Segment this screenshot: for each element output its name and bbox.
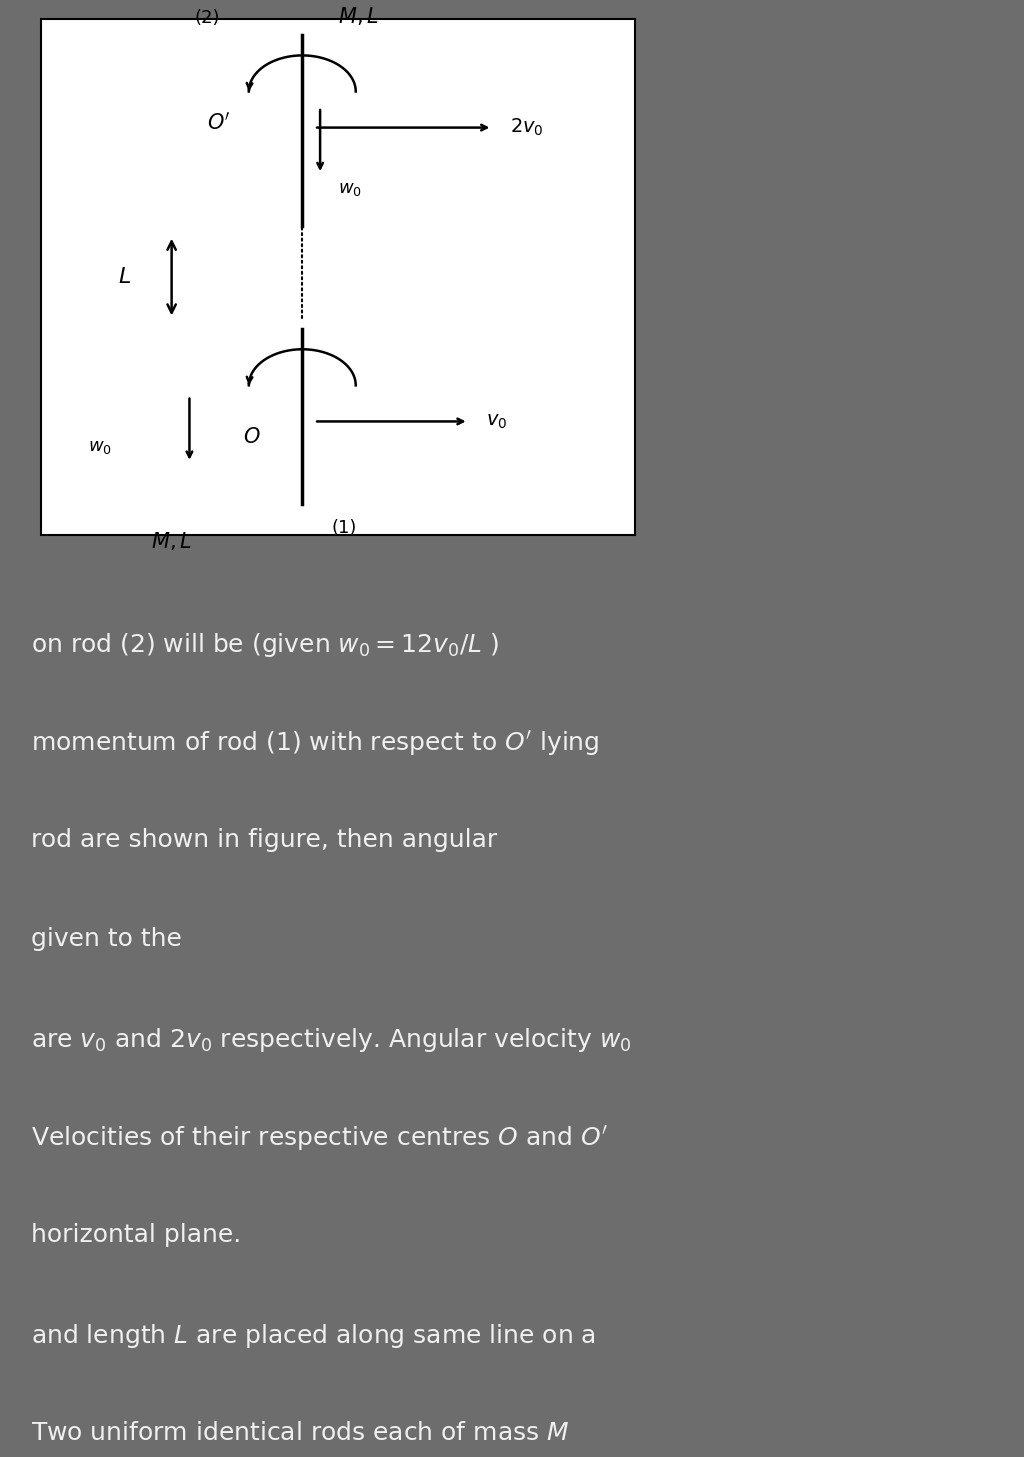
Text: $\mathit{M, L}$: $\mathit{M, L}$: [338, 4, 379, 28]
Text: Two uniform identical rods each of mass $M$: Two uniform identical rods each of mass …: [31, 1421, 569, 1445]
Text: momentum of rod (1) with respect to $O'$ lying: momentum of rod (1) with respect to $O'$…: [31, 730, 599, 759]
Text: $w_0$: $w_0$: [338, 181, 361, 198]
Text: on rod (2) will be (given $w_0 = 12v_0/L$ ): on rod (2) will be (given $w_0 = 12v_0/L…: [31, 631, 499, 659]
Text: $2v_0$: $2v_0$: [510, 117, 544, 138]
Text: $O$: $O$: [243, 427, 261, 447]
Text: $w_0$: $w_0$: [88, 439, 113, 456]
Text: Velocities of their respective centres $O$ and $O'$: Velocities of their respective centres $…: [31, 1125, 608, 1154]
Bar: [41, 19, 635, 535]
Text: and length $L$ are placed along same line on a: and length $L$ are placed along same lin…: [31, 1321, 596, 1351]
Text: $\mathit{M, L}$: $\mathit{M, L}$: [152, 530, 193, 552]
Text: $O'$: $O'$: [207, 111, 231, 134]
Text: $L$: $L$: [118, 267, 131, 287]
Text: $v_0$: $v_0$: [486, 412, 508, 431]
Text: horizontal plane.: horizontal plane.: [31, 1224, 241, 1247]
Text: given to the: given to the: [31, 927, 181, 951]
Text: rod are shown in figure, then angular: rod are shown in figure, then angular: [31, 828, 497, 852]
Text: (1): (1): [332, 519, 357, 538]
Text: are $v_0$ and $2v_0$ respectively. Angular velocity $w_0$: are $v_0$ and $2v_0$ respectively. Angul…: [31, 1026, 631, 1053]
Text: (2): (2): [195, 9, 220, 28]
